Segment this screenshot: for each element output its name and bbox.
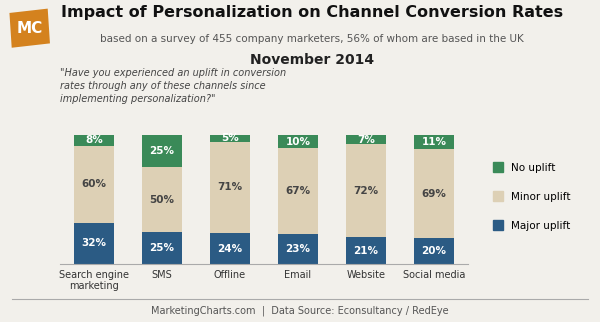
Text: "Have you experienced an uplift in conversion
rates through any of these channel: "Have you experienced an uplift in conve… [60,68,286,104]
Text: based on a survey of 455 company marketers, 56% of whom are based in the UK: based on a survey of 455 company markete… [100,34,524,44]
Text: 8%: 8% [85,135,103,146]
Text: 32%: 32% [82,238,107,249]
Text: MarketingCharts.com  |  Data Source: Econsultancy / RedEye: MarketingCharts.com | Data Source: Econs… [151,306,449,316]
Bar [346,144,386,237]
Bar [142,232,182,264]
Text: 5%: 5% [221,133,239,144]
Text: 24%: 24% [217,243,242,254]
Bar [278,148,318,234]
Bar [346,135,386,144]
Bar [142,135,182,167]
Text: 60%: 60% [82,179,107,189]
Bar [210,135,250,142]
Text: 23%: 23% [286,244,311,254]
Text: 25%: 25% [149,243,175,253]
Text: 67%: 67% [286,186,311,196]
Bar [210,142,250,233]
Text: November 2014: November 2014 [250,53,374,67]
Text: 50%: 50% [149,194,175,205]
Legend: No uplift, Minor uplift, Major uplift: No uplift, Minor uplift, Major uplift [490,159,574,234]
Bar [414,149,454,238]
Bar [346,237,386,264]
Text: 20%: 20% [421,246,446,256]
Bar [74,135,114,146]
Bar [278,234,318,264]
Bar [74,223,114,264]
Text: 71%: 71% [217,182,242,193]
Text: 25%: 25% [149,146,175,156]
Text: Impact of Personalization on Channel Conversion Rates: Impact of Personalization on Channel Con… [61,5,563,20]
Text: 69%: 69% [422,189,446,199]
Bar [414,238,454,264]
Text: 21%: 21% [353,245,379,256]
Polygon shape [10,9,50,48]
Bar [210,233,250,264]
Bar [142,167,182,232]
Bar [74,146,114,223]
Text: 10%: 10% [286,137,311,147]
Text: MC: MC [17,21,43,36]
Bar [278,135,318,148]
Text: 7%: 7% [357,135,375,145]
Bar [414,135,454,149]
Text: 11%: 11% [421,137,446,147]
Text: 72%: 72% [353,185,379,196]
